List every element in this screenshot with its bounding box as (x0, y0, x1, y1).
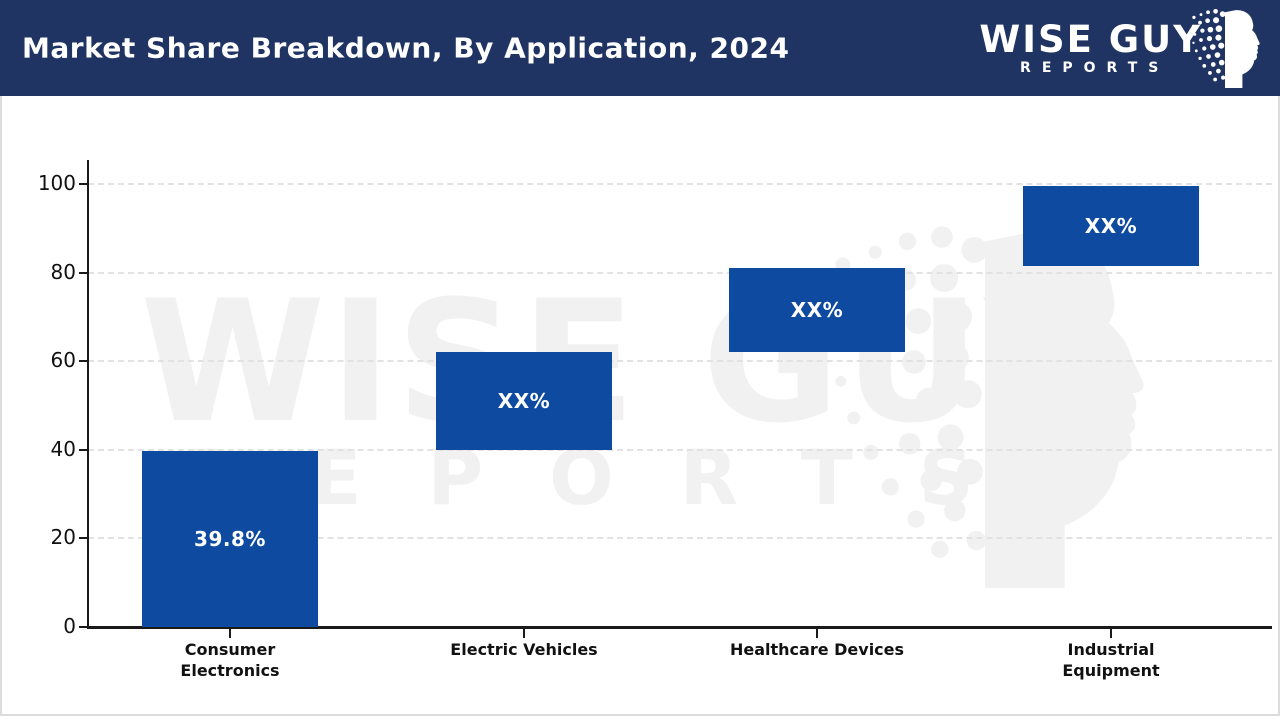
y-axis-line (87, 160, 89, 628)
grid-line (88, 183, 1272, 185)
x-category-label-line: Electric Vehicles (450, 640, 598, 659)
grid-line (88, 448, 1272, 451)
logo-wordmark: WISE GUY (979, 18, 1202, 61)
x-axis-tick (1110, 629, 1112, 638)
grid-line (88, 360, 1272, 363)
y-tick-label: 80 (50, 259, 76, 284)
y-axis-tick (79, 448, 88, 451)
x-category-label-line: Consumer (184, 640, 276, 659)
x-category-label: Consumer Electronics (80, 640, 380, 682)
bar-segment-1: 39.8% (142, 450, 318, 627)
bar-value-label: XX% (790, 298, 844, 323)
x-category-label-line: Electronics (180, 660, 280, 680)
grid-line (88, 537, 1272, 540)
y-tick-label: 0 (63, 614, 76, 638)
x-axis-line (87, 626, 1272, 629)
logo-dotted-head-icon (1188, 8, 1262, 88)
y-axis-tick (79, 360, 88, 363)
y-tick-label: 40 (50, 436, 76, 461)
header-banner: Market Share Breakdown, By Application, … (0, 0, 1280, 96)
chart-title: Market Share Breakdown, By Application, … (22, 31, 790, 65)
x-category-label-line: Healthcare Devices (729, 640, 905, 659)
x-axis-tick (229, 629, 231, 638)
y-tick-label: 100 (37, 171, 76, 195)
x-axis-tick (816, 629, 818, 638)
x-category-label: Electric Vehicles (374, 640, 674, 661)
bar-value-label: 39.8% (194, 526, 266, 551)
x-category-label-line: Industrial (1067, 640, 1155, 659)
y-axis-tick (79, 626, 88, 628)
bar-value-label: XX% (497, 389, 551, 414)
bar-segment-2: XX% (436, 352, 612, 450)
y-tick-label: 60 (50, 348, 76, 373)
logo-reports-text: REPORTS (1020, 60, 1170, 76)
x-category-label: Industrial Equipment (961, 640, 1261, 682)
wise-guy-reports-logo: WISE GUY REPORTS (979, 6, 1262, 90)
grid-line (88, 271, 1272, 274)
bar-value-label: XX% (1084, 214, 1138, 239)
bar-segment-4: XX% (1023, 186, 1199, 266)
y-axis-tick (79, 183, 88, 185)
y-tick-label: 20 (50, 525, 76, 550)
x-category-label: Healthcare Devices (667, 640, 967, 661)
x-category-label-line: Equipment (1062, 660, 1160, 680)
y-axis-tick (79, 537, 88, 540)
y-axis-tick (79, 271, 88, 274)
x-axis-tick (523, 629, 525, 638)
bar-segment-3: XX% (729, 268, 905, 353)
